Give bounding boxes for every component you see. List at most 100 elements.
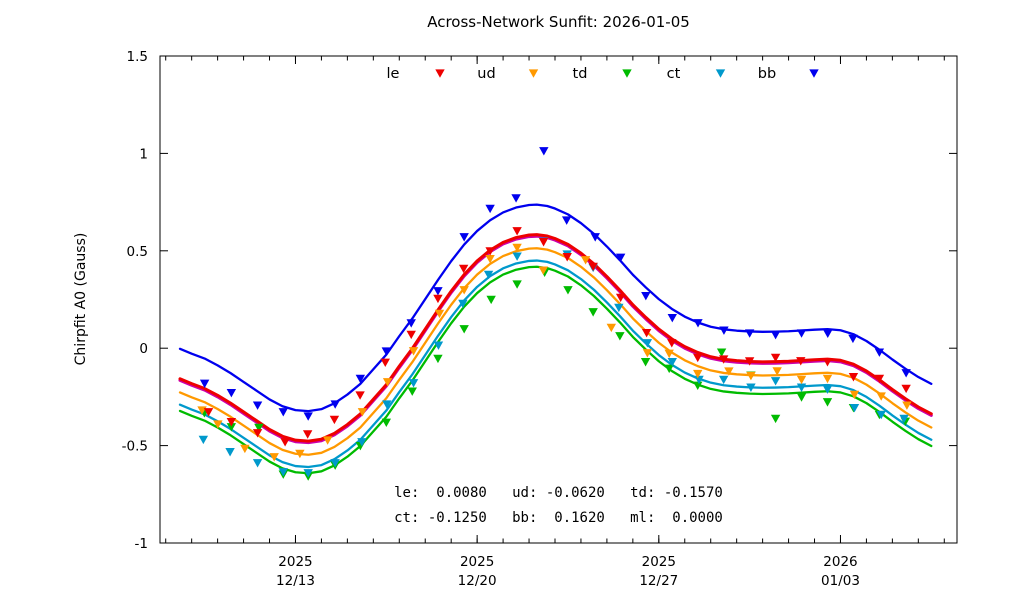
legend-marker-ud-icon bbox=[528, 69, 539, 78]
legend-label-bb: bb bbox=[758, 66, 776, 82]
data-point-ct bbox=[718, 375, 729, 385]
data-point-ud bbox=[606, 323, 617, 333]
data-point-le bbox=[433, 294, 443, 304]
data-point-le bbox=[562, 253, 572, 262]
fit-curve-ct bbox=[178, 259, 933, 469]
data-point-ud bbox=[724, 367, 734, 376]
data-point-le bbox=[641, 329, 652, 338]
data-point-ud bbox=[746, 371, 756, 381]
data-point-ud bbox=[269, 453, 279, 462]
data-point-td bbox=[822, 398, 833, 407]
data-point-le bbox=[796, 357, 806, 366]
data-point-ct bbox=[252, 459, 263, 468]
data-point-bb bbox=[667, 314, 678, 323]
legend-label-ud: ud bbox=[477, 66, 495, 82]
y-tick-label: 0 bbox=[139, 341, 148, 357]
data-point-td bbox=[486, 295, 496, 305]
fit-coefficients-annotation: le: 0.0080 ud: -0.0620 td: -0.1570 ct: -0… bbox=[160, 481, 957, 531]
data-point-td bbox=[615, 332, 625, 341]
data-point-le bbox=[302, 430, 313, 439]
x-tick-label-year: 2025 bbox=[460, 554, 494, 570]
data-point-le bbox=[380, 358, 390, 368]
data-point-le bbox=[512, 227, 522, 236]
data-point-ud bbox=[213, 420, 223, 429]
data-point-ud bbox=[512, 243, 522, 253]
legend-label-td: td bbox=[573, 66, 588, 82]
data-point-ud bbox=[485, 254, 495, 264]
data-point-ct bbox=[382, 400, 392, 409]
legend-marker-le-icon bbox=[435, 69, 445, 78]
data-point-ud bbox=[295, 449, 305, 459]
data-point-td bbox=[716, 348, 727, 357]
data-point-td bbox=[254, 423, 264, 433]
data-point-le bbox=[252, 429, 263, 438]
data-point-le bbox=[822, 358, 833, 367]
data-point-ud bbox=[822, 374, 833, 384]
data-point-bb bbox=[693, 319, 703, 328]
data-point-bb bbox=[226, 389, 237, 398]
data-point-le bbox=[406, 330, 416, 340]
data-point-ct bbox=[408, 379, 419, 388]
data-point-ud bbox=[408, 347, 419, 356]
data-point-le bbox=[329, 415, 340, 425]
data-point-bb bbox=[615, 253, 626, 263]
data-point-le bbox=[874, 374, 885, 384]
data-point-ct bbox=[357, 438, 367, 447]
data-point-td bbox=[381, 418, 392, 428]
data-point-ct bbox=[849, 404, 860, 413]
data-point-ct bbox=[483, 270, 494, 280]
legend-label-le: le bbox=[387, 66, 400, 82]
x-tick-label-year: 2026 bbox=[823, 554, 857, 570]
data-point-ud bbox=[459, 286, 469, 295]
data-point-bb bbox=[278, 408, 288, 417]
data-point-bb bbox=[590, 233, 600, 242]
data-point-le bbox=[718, 355, 729, 364]
data-point-ct bbox=[746, 383, 756, 392]
data-point-ud bbox=[580, 256, 591, 265]
data-point-ud bbox=[664, 349, 674, 359]
data-point-ct bbox=[694, 375, 704, 385]
data-point-ud bbox=[796, 375, 807, 385]
legend-marker-bb-icon bbox=[809, 69, 819, 78]
data-point-ct bbox=[225, 448, 235, 457]
data-point-ud bbox=[322, 436, 333, 445]
data-point-le bbox=[355, 391, 365, 400]
data-point-ct bbox=[642, 339, 653, 348]
y-tick-label: -0.5 bbox=[122, 439, 148, 455]
x-tick-label-date: 12/27 bbox=[639, 573, 678, 589]
data-point-bb bbox=[303, 412, 313, 421]
data-point-ct bbox=[458, 299, 468, 309]
data-point-td bbox=[640, 358, 651, 367]
data-point-le bbox=[667, 339, 677, 348]
data-point-bb bbox=[511, 194, 521, 203]
data-point-ct bbox=[278, 468, 288, 477]
data-point-ud bbox=[772, 367, 782, 376]
chart-title: Across-Network Sunfit: 2026-01-05 bbox=[427, 13, 690, 31]
data-point-td bbox=[664, 364, 674, 374]
data-point-ct bbox=[330, 459, 340, 468]
data-point-td bbox=[512, 280, 522, 289]
fit-curve-bb bbox=[178, 203, 933, 413]
data-point-le bbox=[458, 264, 469, 274]
data-point-ct bbox=[433, 341, 444, 350]
legend-marker-ct-icon bbox=[715, 69, 726, 78]
data-point-bb bbox=[330, 400, 340, 409]
data-point-le bbox=[203, 408, 214, 417]
fit-curve-le bbox=[178, 233, 933, 443]
data-point-ud bbox=[538, 266, 549, 275]
fit-curve-ml bbox=[178, 234, 933, 445]
data-point-ct bbox=[512, 252, 522, 261]
legend-marker-td-icon bbox=[622, 69, 632, 78]
data-point-td bbox=[407, 387, 417, 396]
x-tick-label-year: 2025 bbox=[642, 554, 676, 570]
data-point-bb bbox=[561, 216, 572, 225]
data-point-bb bbox=[770, 330, 781, 340]
data-point-le bbox=[901, 384, 911, 394]
data-point-bb bbox=[874, 348, 885, 357]
data-point-le bbox=[615, 293, 626, 303]
data-point-ct bbox=[899, 414, 909, 424]
data-point-bb bbox=[823, 329, 833, 339]
data-point-bb bbox=[355, 374, 366, 384]
